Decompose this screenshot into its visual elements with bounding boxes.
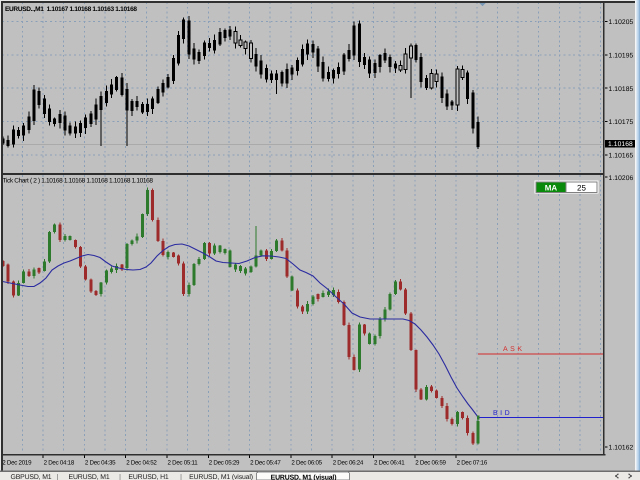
svg-text:1.10165: 1.10165	[609, 152, 634, 159]
svg-text:EURUSD, M1 (visual): EURUSD, M1 (visual)	[271, 474, 337, 480]
svg-text:1.10175: 1.10175	[609, 119, 634, 126]
svg-text:ASK: ASK	[503, 346, 525, 353]
svg-text:2 Dec 06:24: 2 Dec 06:24	[333, 459, 364, 466]
svg-text:2 Dec 2019: 2 Dec 2019	[2, 459, 32, 466]
svg-text:1.10168: 1.10168	[608, 141, 633, 148]
svg-text:MA: MA	[545, 184, 558, 193]
svg-text:2 Dec 06:05: 2 Dec 06:05	[291, 459, 322, 466]
svg-text:25: 25	[577, 184, 586, 193]
svg-text:1.10205: 1.10205	[609, 19, 634, 26]
svg-text:|: |	[119, 474, 121, 480]
svg-text:2 Dec 06:59: 2 Dec 06:59	[415, 459, 446, 466]
svg-text:2 Dec 06:41: 2 Dec 06:41	[374, 459, 405, 466]
svg-text:1.10206: 1.10206	[609, 175, 634, 182]
svg-text:2 Dec 07:16: 2 Dec 07:16	[457, 459, 488, 466]
svg-text:1.10162: 1.10162	[609, 445, 634, 452]
svg-text:EURUSD, H1: EURUSD, H1	[128, 474, 169, 480]
svg-text:2 Dec 05:29: 2 Dec 05:29	[209, 459, 240, 466]
svg-text:1.10185: 1.10185	[609, 86, 634, 93]
svg-text:EURUSD, M1 (visual): EURUSD, M1 (visual)	[189, 474, 253, 480]
svg-text:2 Dec 04:18: 2 Dec 04:18	[44, 459, 75, 466]
svg-text:Tick Chart ( 2 ) 1.10168 1.101: Tick Chart ( 2 ) 1.10168 1.10168 1.10168…	[3, 178, 154, 185]
svg-text:|: |	[180, 474, 182, 480]
svg-text:1.10195: 1.10195	[609, 53, 634, 60]
svg-text:EURUSD, M1: EURUSD, M1	[69, 474, 110, 480]
svg-text:GBPUSD, M1: GBPUSD, M1	[10, 474, 51, 480]
svg-text:2 Dec 05:47: 2 Dec 05:47	[250, 459, 281, 466]
svg-text:2 Dec 04:52: 2 Dec 04:52	[126, 459, 157, 466]
svg-text:2 Dec 05:11: 2 Dec 05:11	[168, 459, 199, 466]
svg-text:BID: BID	[493, 410, 512, 417]
svg-text:|: |	[57, 474, 59, 480]
svg-text:EURUSD..,M1 1.10167 1.10168 1: EURUSD..,M1 1.10167 1.10168 1.10163 1.10…	[5, 6, 137, 13]
svg-text:2 Dec 04:35: 2 Dec 04:35	[85, 459, 116, 466]
